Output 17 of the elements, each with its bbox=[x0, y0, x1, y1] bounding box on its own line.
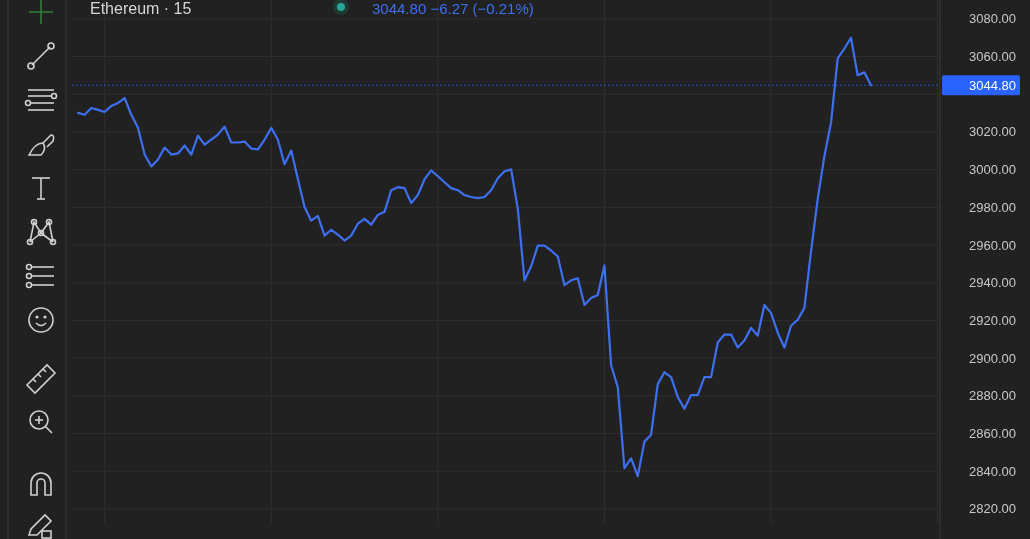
y-tick-label: 2860.00 bbox=[969, 426, 1016, 442]
y-tick-label: 2960.00 bbox=[969, 237, 1016, 253]
chart-title: Ethereum · 15 bbox=[90, 0, 192, 17]
y-tick-label: 2980.00 bbox=[969, 199, 1016, 215]
ref-line-label: 3044.80 bbox=[969, 77, 1016, 93]
y-tick-label: 3080.00 bbox=[969, 11, 1016, 27]
y-tick-label: 2820.00 bbox=[969, 501, 1016, 517]
y-tick-label: 2940.00 bbox=[969, 275, 1016, 291]
y-tick-label: 3020.00 bbox=[969, 124, 1016, 140]
y-tick-label: 2920.00 bbox=[969, 312, 1016, 328]
annotation: 3044.80 −6.27 (−0.21%) bbox=[372, 0, 534, 17]
y-tick-label: 2840.00 bbox=[969, 463, 1016, 479]
y-tick-label: 3060.00 bbox=[969, 49, 1016, 65]
y-tick-label: 3000.00 bbox=[969, 162, 1016, 178]
y-tick-label: 2900.00 bbox=[969, 350, 1016, 366]
y-tick-label: 2880.00 bbox=[969, 388, 1016, 404]
line-series bbox=[76, 36, 873, 478]
